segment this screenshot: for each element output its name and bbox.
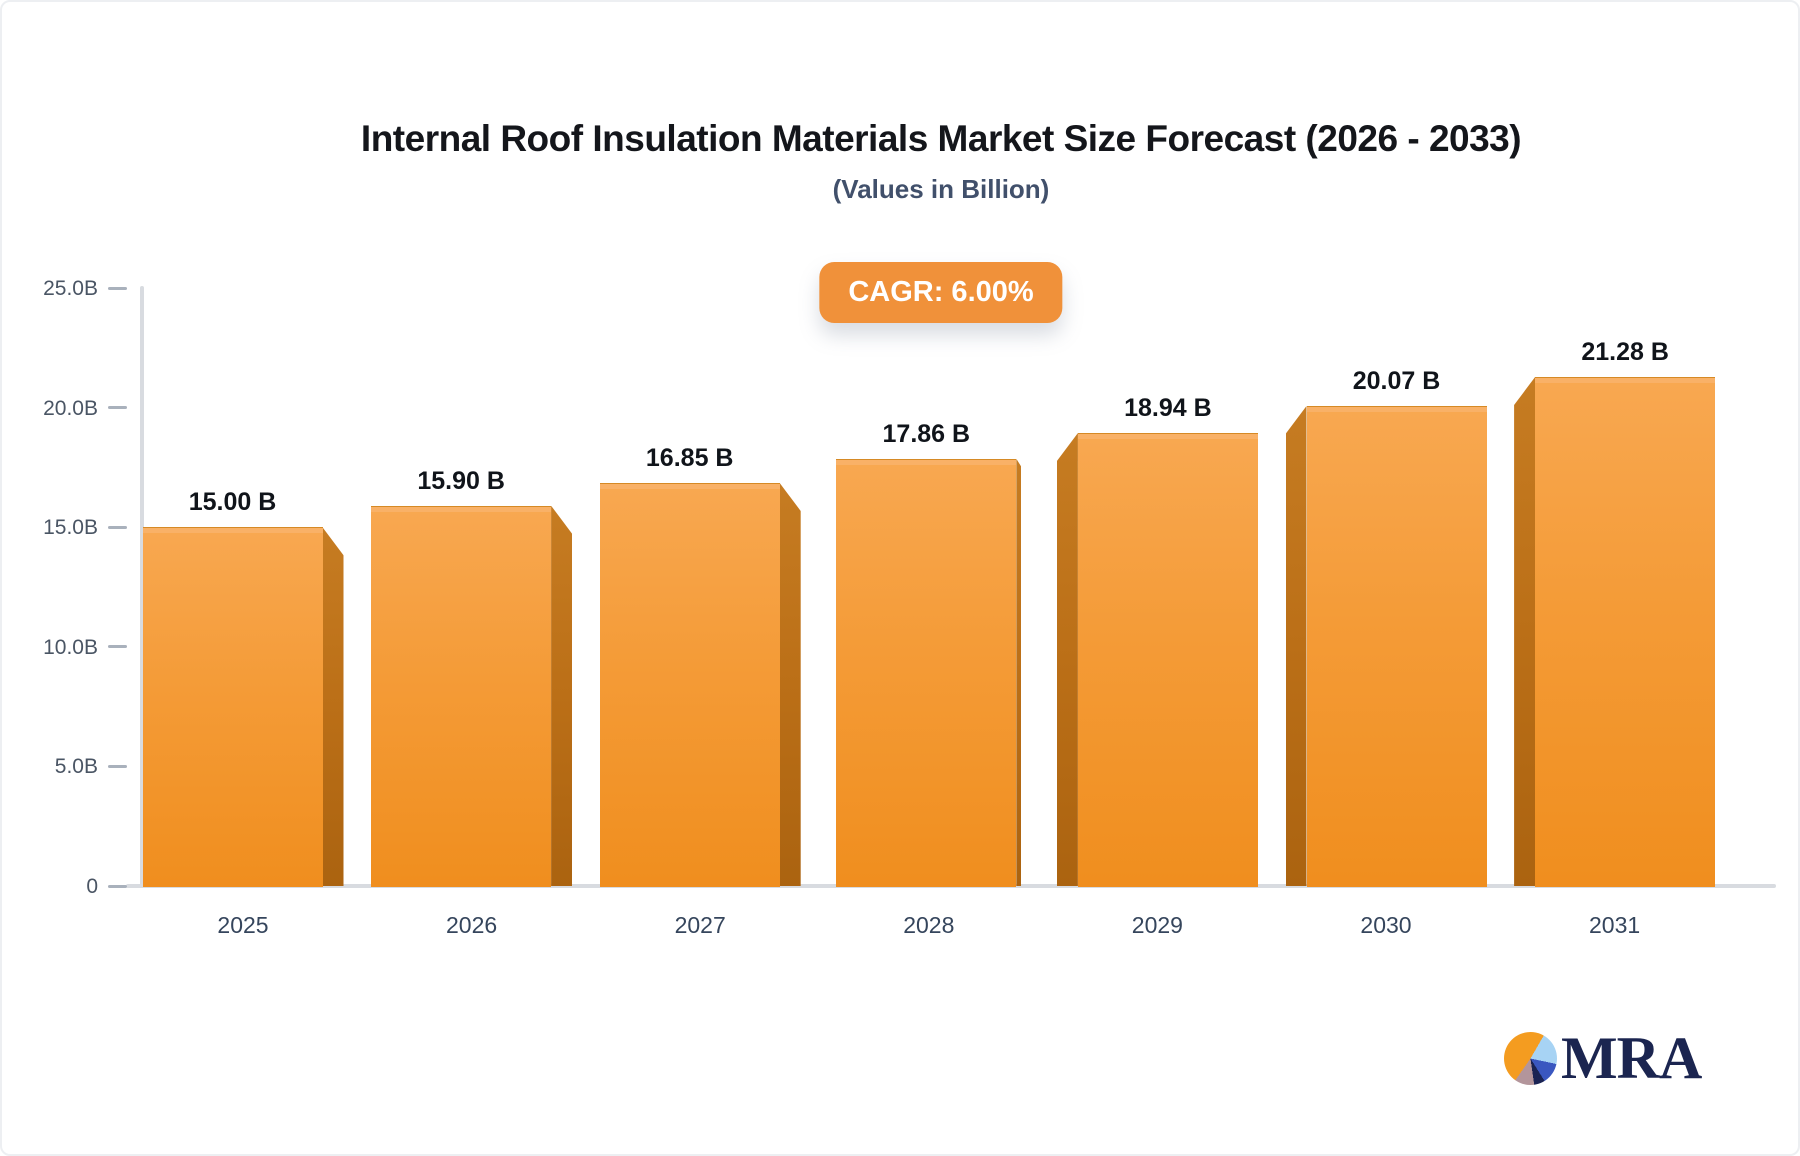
x-tick-label-2027: 2027 [674, 912, 726, 938]
x-tick-label-2025: 2025 [217, 912, 269, 938]
bar-value-label-2026: 15.90 B [417, 466, 505, 495]
y-tick-5.0B [108, 764, 127, 768]
bar-top-highlight [836, 459, 1017, 465]
bar-side-face [322, 527, 344, 886]
bar-2031: 21.28 B [1514, 338, 1716, 887]
bar-top-highlight [1077, 433, 1258, 439]
bar-front-face [1077, 432, 1258, 887]
bar-side-face [1016, 458, 1022, 886]
y-axis-line [140, 286, 144, 886]
pie-chart-logo-icon [1504, 1032, 1557, 1085]
bar-value-label-2028: 17.86 B [882, 419, 971, 448]
y-tick-20.0B [108, 406, 127, 410]
y-tick-label: 15.0B [43, 516, 98, 540]
bar-2026: 15.90 B [371, 467, 573, 887]
y-tick-15.0B [108, 525, 127, 529]
bar-top-highlight [142, 528, 323, 534]
bar-top-highlight [1306, 406, 1487, 412]
bar-front-face [1306, 405, 1487, 887]
y-tick-0 [108, 884, 127, 888]
bar-2029: 18.94 B [1056, 394, 1258, 887]
y-tick-label: 10.0B [43, 635, 98, 659]
y-tick-label: 5.0B [54, 755, 98, 779]
x-tick-label-2030: 2030 [1360, 912, 1412, 938]
x-tick-label-2029: 2029 [1131, 912, 1183, 938]
x-tick-label-2026: 2026 [446, 912, 498, 938]
bar-2030: 20.07 B [1285, 367, 1487, 887]
bar-2025: 15.00 B [142, 488, 344, 887]
bar-value-label-2027: 16.85 B [645, 443, 734, 472]
y-tick-10.0B [108, 645, 127, 649]
bar-side-face [779, 482, 801, 886]
x-tick-label-2028: 2028 [903, 912, 955, 938]
bar-2027: 16.85 B [599, 444, 801, 887]
y-tick-label: 20.0B [43, 396, 98, 420]
bar-side-face [1514, 376, 1536, 886]
bar-top-highlight [1535, 377, 1716, 383]
chart-title: Internal Roof Insulation Materials Marke… [360, 118, 1522, 159]
x-tick-label-2031: 2031 [1589, 912, 1641, 938]
bar-side-face [1285, 405, 1307, 886]
y-tick-25.0B [108, 286, 127, 290]
bar-value-label-2025: 15.00 B [188, 488, 277, 517]
bar-front-face [142, 527, 323, 887]
bar-side-face [1056, 432, 1078, 886]
y-tick-label: 25.0B [43, 277, 98, 300]
bar-front-face [599, 482, 780, 887]
logo-text: MRA [1561, 1025, 1702, 1091]
bar-value-label-2030: 20.07 B [1352, 366, 1441, 395]
bar-front-face [371, 505, 552, 887]
bar-front-face [1535, 376, 1716, 887]
bar-top-highlight [371, 506, 552, 512]
bar-side-face [551, 505, 573, 886]
bar-value-label-2031: 21.28 B [1581, 337, 1669, 366]
chart-subtitle: (Values in Billion) [832, 174, 1050, 204]
bar-top-highlight [599, 483, 780, 489]
bar-2028: 17.86 B [836, 420, 1022, 887]
bar-value-label-2029: 18.94 B [1124, 393, 1212, 422]
mra-logo: MRA [1504, 1025, 1702, 1091]
y-tick-label: 0 [86, 875, 98, 898]
bar-front-face [836, 458, 1017, 887]
cagr-badge: CAGR: 6.00% [819, 262, 1063, 323]
